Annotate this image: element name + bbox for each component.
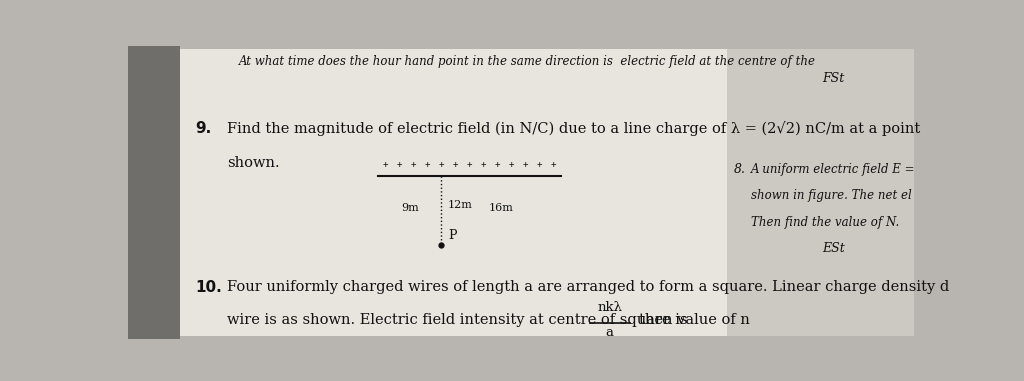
Text: +: + — [424, 160, 430, 169]
Text: +: + — [382, 160, 388, 169]
Text: +: + — [467, 160, 472, 169]
Text: 16m: 16m — [488, 203, 513, 213]
Text: then value of n: then value of n — [639, 313, 750, 327]
Text: +: + — [551, 160, 556, 169]
Text: ESt: ESt — [822, 242, 845, 255]
Text: 9m: 9m — [400, 203, 419, 213]
Text: +: + — [453, 160, 458, 169]
Text: 9.: 9. — [196, 120, 212, 136]
Text: Find the magnitude of electric field (in N/C) due to a line charge of λ = (2√2) : Find the magnitude of electric field (in… — [227, 120, 921, 136]
Text: +: + — [537, 160, 542, 169]
Text: nkλ: nkλ — [597, 301, 623, 314]
Text: shown in figure. The net el: shown in figure. The net el — [751, 189, 911, 202]
Text: +: + — [522, 160, 528, 169]
Text: +: + — [509, 160, 514, 169]
Text: +: + — [480, 160, 486, 169]
Text: 8.: 8. — [733, 163, 745, 176]
Text: 12m: 12m — [447, 200, 473, 210]
Text: wire is as shown. Electric field intensity at centre of square is: wire is as shown. Electric field intensi… — [227, 313, 688, 327]
Text: FSt: FSt — [822, 72, 845, 85]
Text: At what time does the hour hand point in the same direction is  electric field a: At what time does the hour hand point in… — [240, 54, 816, 67]
Text: a: a — [606, 326, 613, 339]
Text: Then find the value of N.: Then find the value of N. — [751, 216, 899, 229]
FancyBboxPatch shape — [128, 46, 179, 339]
Text: +: + — [411, 160, 416, 169]
Text: 10.: 10. — [196, 280, 222, 295]
FancyBboxPatch shape — [179, 49, 727, 336]
Text: Four uniformly charged wires of length a are arranged to form a square. Linear c: Four uniformly charged wires of length a… — [227, 280, 949, 295]
Text: +: + — [495, 160, 500, 169]
Text: +: + — [438, 160, 443, 169]
Text: +: + — [396, 160, 401, 169]
Text: A uniform electric field E =: A uniform electric field E = — [751, 163, 915, 176]
Text: P: P — [447, 229, 457, 242]
Text: shown.: shown. — [227, 156, 280, 170]
FancyBboxPatch shape — [727, 49, 913, 336]
